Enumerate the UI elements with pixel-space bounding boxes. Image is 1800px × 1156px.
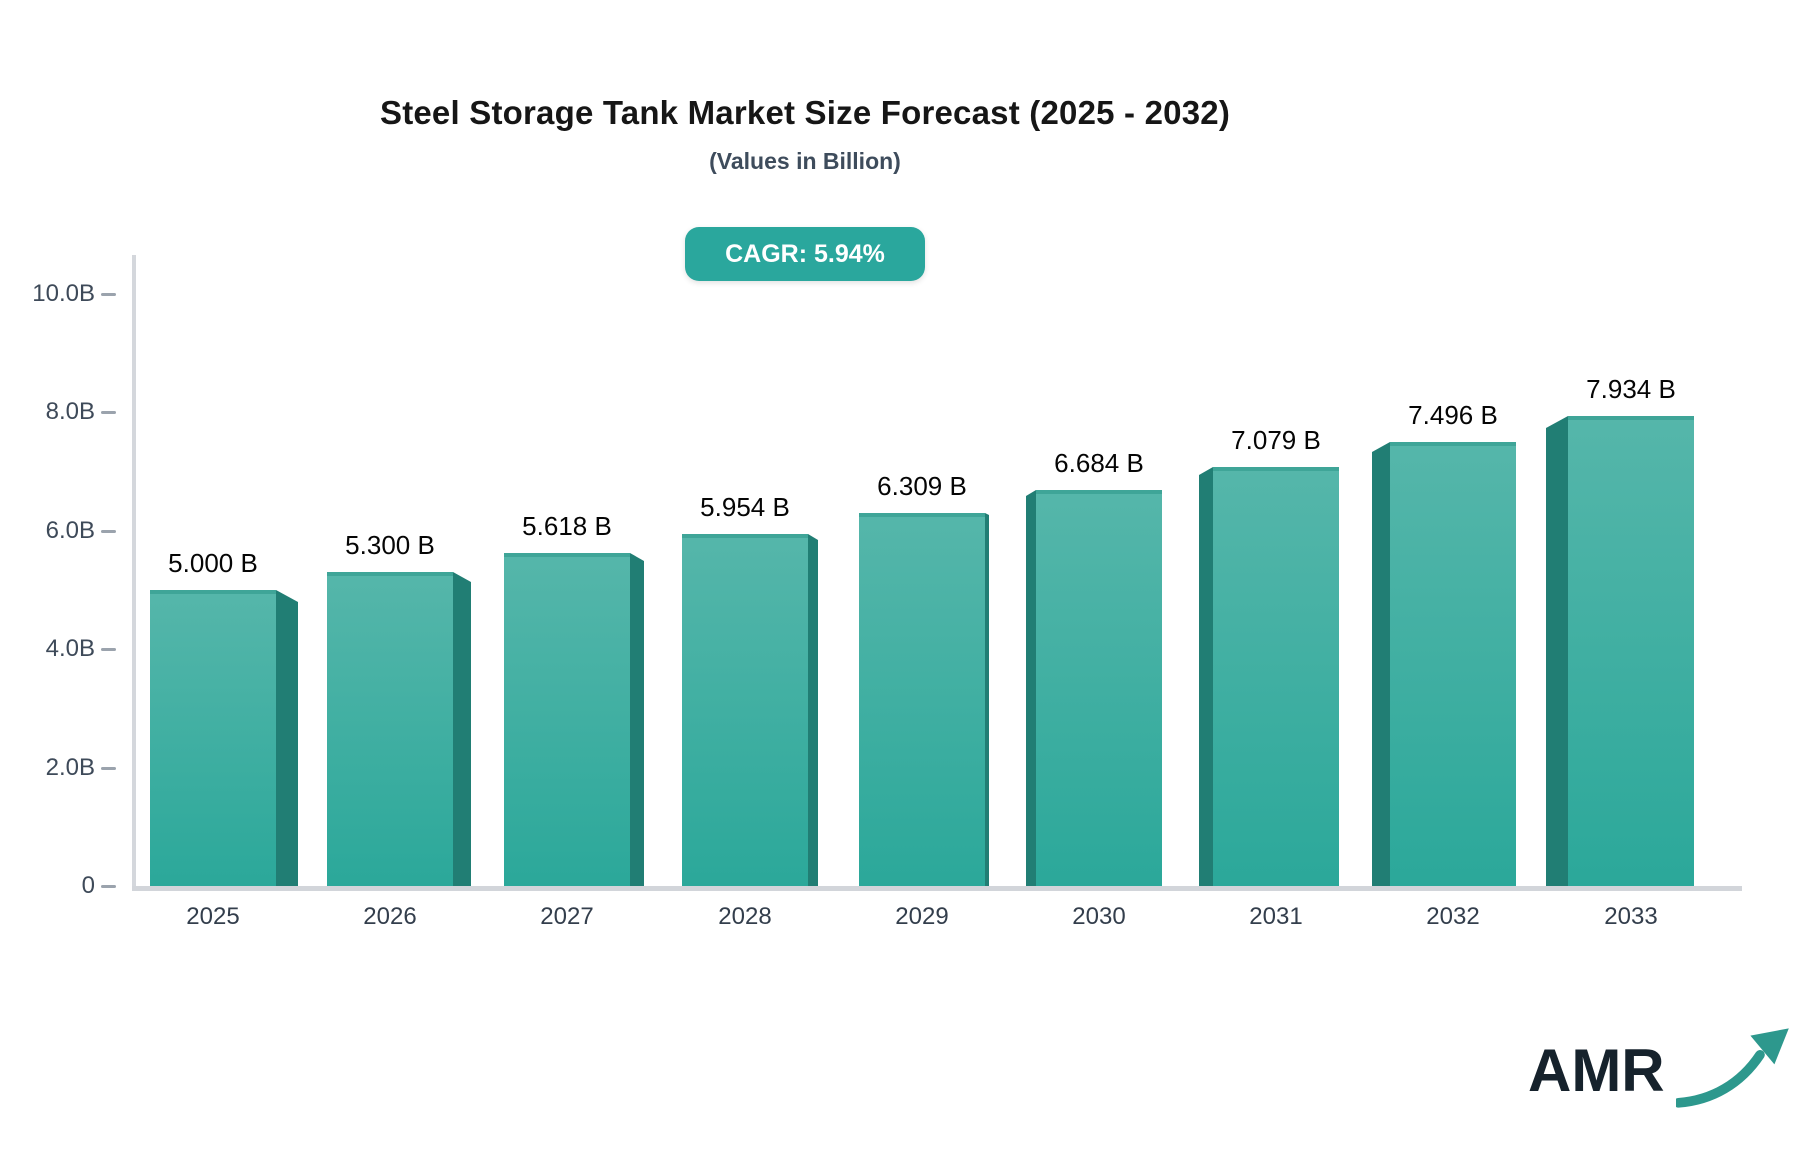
bar-side-face (1372, 442, 1390, 886)
y-tick-mark (101, 529, 116, 533)
y-tick-label: 4.0B (45, 635, 95, 663)
y-tick-mark (101, 293, 116, 296)
y-tick-mark (101, 766, 116, 770)
bar-2028 (682, 534, 808, 886)
chart-title: Steel Storage Tank Market Size Forecast … (379, 94, 1231, 131)
y-tick-mark (101, 648, 116, 652)
y-tick-mark (101, 885, 116, 888)
bar-side-face (1546, 416, 1568, 886)
bar-value-label: 6.684 B (1054, 448, 1144, 478)
amr-logo-text: AMR (1528, 1037, 1665, 1104)
y-tick-label: 2.0B (45, 753, 95, 781)
bar-side-face (630, 553, 644, 886)
bar-value-label: 6.309 B (877, 471, 967, 501)
y-axis-line (132, 255, 136, 891)
x-axis-line (132, 886, 1742, 891)
growth-arrow-icon (1676, 1028, 1789, 1108)
bar-side-face (808, 534, 818, 886)
y-tick-label: 10.0B (32, 280, 95, 307)
bar-value-label: 5.000 B (168, 548, 258, 578)
cagr-badge-label: CAGR: 5.94% (725, 239, 885, 268)
x-tick-label: 2028 (718, 903, 772, 930)
amr-logo: AMR (1528, 1018, 1789, 1128)
x-tick-label: 2025 (186, 903, 240, 930)
bar-value-label: 5.954 B (700, 492, 790, 522)
bar-side-face (1026, 490, 1036, 886)
x-tick-label: 2029 (895, 903, 949, 930)
y-tick-label: 6.0B (45, 516, 95, 544)
x-tick-label: 2027 (540, 903, 594, 930)
bar-side-face (276, 590, 298, 886)
x-tick-label: 2026 (363, 903, 417, 930)
bar-2026 (327, 572, 453, 886)
bar-2029 (859, 513, 985, 886)
cagr-badge: CAGR: 5.94% (685, 227, 925, 281)
bar-2032 (1390, 442, 1516, 886)
bar-side-face (1199, 467, 1213, 886)
bar-2031 (1213, 467, 1339, 886)
bar-2027 (504, 553, 630, 886)
bar-2025 (150, 590, 276, 886)
bar-side-face (985, 513, 989, 886)
x-tick-label: 2030 (1072, 903, 1126, 930)
y-tick-label: 8.0B (45, 398, 95, 426)
bar-value-label: 5.300 B (345, 530, 435, 560)
y-tick-label: 0 (81, 872, 95, 899)
x-tick-label: 2033 (1604, 903, 1658, 930)
bar-side-face (453, 572, 471, 886)
bar-value-label: 7.496 B (1408, 400, 1498, 430)
x-tick-label: 2031 (1249, 903, 1303, 930)
bar-2030 (1036, 490, 1162, 886)
bar-value-label: 7.934 B (1586, 374, 1676, 404)
x-tick-label: 2032 (1426, 903, 1480, 930)
bar-2033 (1568, 416, 1694, 886)
bar-value-label: 5.618 B (522, 511, 612, 541)
y-tick-mark (101, 411, 116, 415)
bar-value-label: 7.079 B (1231, 425, 1321, 455)
chart-subtitle: (Values in Billion) (709, 148, 901, 174)
